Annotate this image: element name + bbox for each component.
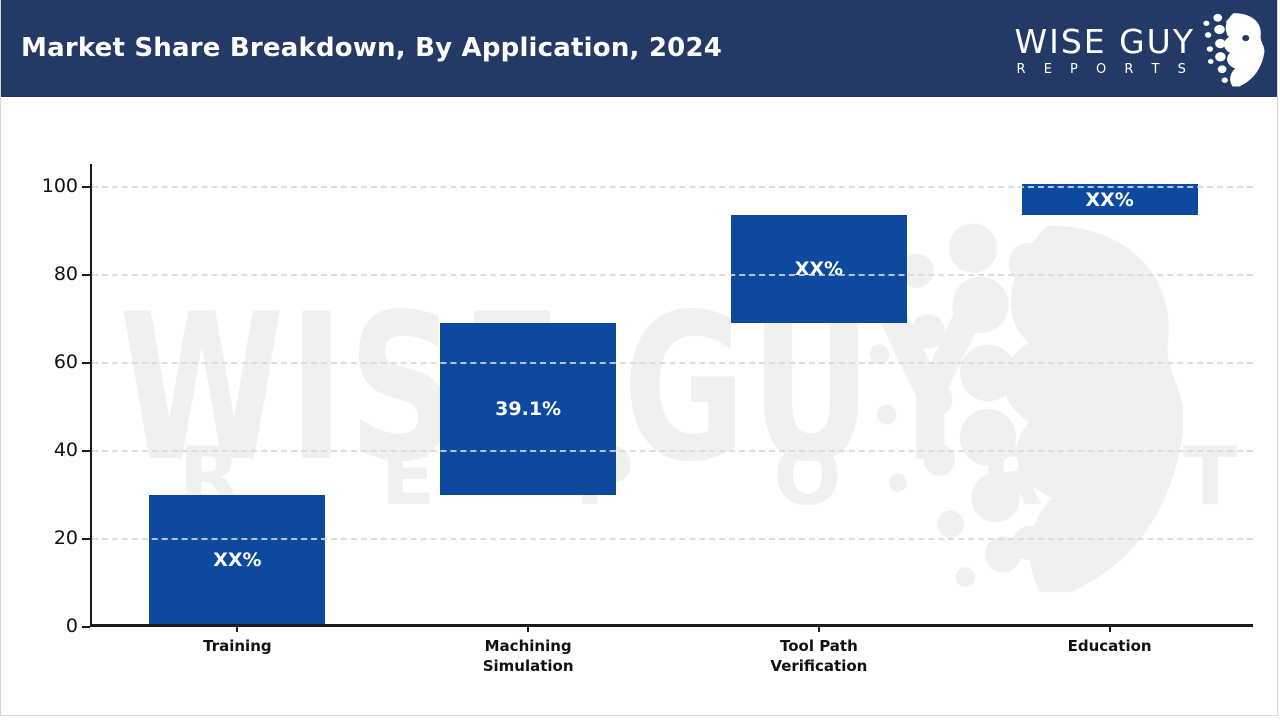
x-tick-mark (527, 627, 530, 632)
plot-area: 0 20 40 60 80 100 XX% Training 39.1% Machining Sim… (42, 164, 1253, 675)
y-tick-mark (82, 538, 90, 540)
page-title: Market Share Breakdown, By Application, … (21, 33, 723, 63)
bar-value-label: XX% (1085, 188, 1134, 211)
gridline-80 (92, 274, 1253, 276)
bar-value-label: 39.1% (495, 398, 562, 421)
bar-tool-path-verification: XX% (730, 215, 907, 324)
y-tick-mark (82, 362, 90, 364)
bar-education: XX% (1021, 184, 1198, 216)
y-tick-label: 100 (41, 175, 78, 197)
brand-name: WISE GUY (1014, 21, 1195, 61)
y-tick-mark (82, 626, 90, 628)
gridline-100 (92, 186, 1253, 188)
bar-training: XX% (149, 495, 326, 624)
y-tick-label: 0 (65, 615, 78, 637)
bar-machining-simulation: 39.1% (440, 323, 617, 496)
brand-logo: WISE GUY R E P O R T S (1014, 10, 1265, 88)
y-tick-label: 20 (53, 527, 78, 549)
bar-value-label: XX% (794, 258, 844, 281)
y-tick-label: 60 (53, 351, 78, 373)
x-category-label: Training (203, 637, 272, 655)
gridline-60 (92, 362, 1253, 364)
gridline-20 (92, 538, 1253, 540)
x-tick-mark (817, 627, 820, 632)
x-category-label: Tool Path Verification (770, 637, 868, 675)
watermark-face-icon (860, 223, 1183, 593)
y-tick-mark (82, 186, 90, 188)
x-category-label: Education (1067, 637, 1152, 655)
brand-logo-text: WISE GUY R E P O R T S (1014, 22, 1195, 77)
y-tick-mark (82, 274, 90, 276)
brand-face-icon (1203, 13, 1265, 87)
gridline-40 (92, 450, 1253, 452)
y-tick-mark (82, 450, 90, 452)
brand-subtitle: R E P O R T S (1016, 61, 1193, 77)
y-tick-label: 40 (53, 439, 78, 461)
x-category-label: Machining Simulation (482, 637, 574, 675)
x-tick-mark (236, 627, 239, 632)
bar-value-label: XX% (213, 548, 262, 571)
x-tick-mark (1108, 627, 1111, 632)
header: Market Share Breakdown, By Application, … (1, 0, 1277, 97)
y-tick-label: 80 (53, 263, 78, 285)
